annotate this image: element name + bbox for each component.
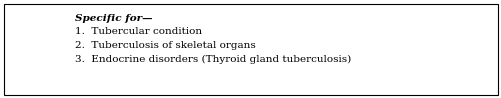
Text: 3.  Endocrine disorders (Thyroid gland tuberculosis): 3. Endocrine disorders (Thyroid gland tu… [75,55,351,64]
Text: 2.  Tuberculosis of skeletal organs: 2. Tuberculosis of skeletal organs [75,41,255,50]
FancyBboxPatch shape [4,4,497,95]
Text: 1.  Tubercular condition: 1. Tubercular condition [75,27,202,36]
Text: Specific for—: Specific for— [75,14,152,23]
